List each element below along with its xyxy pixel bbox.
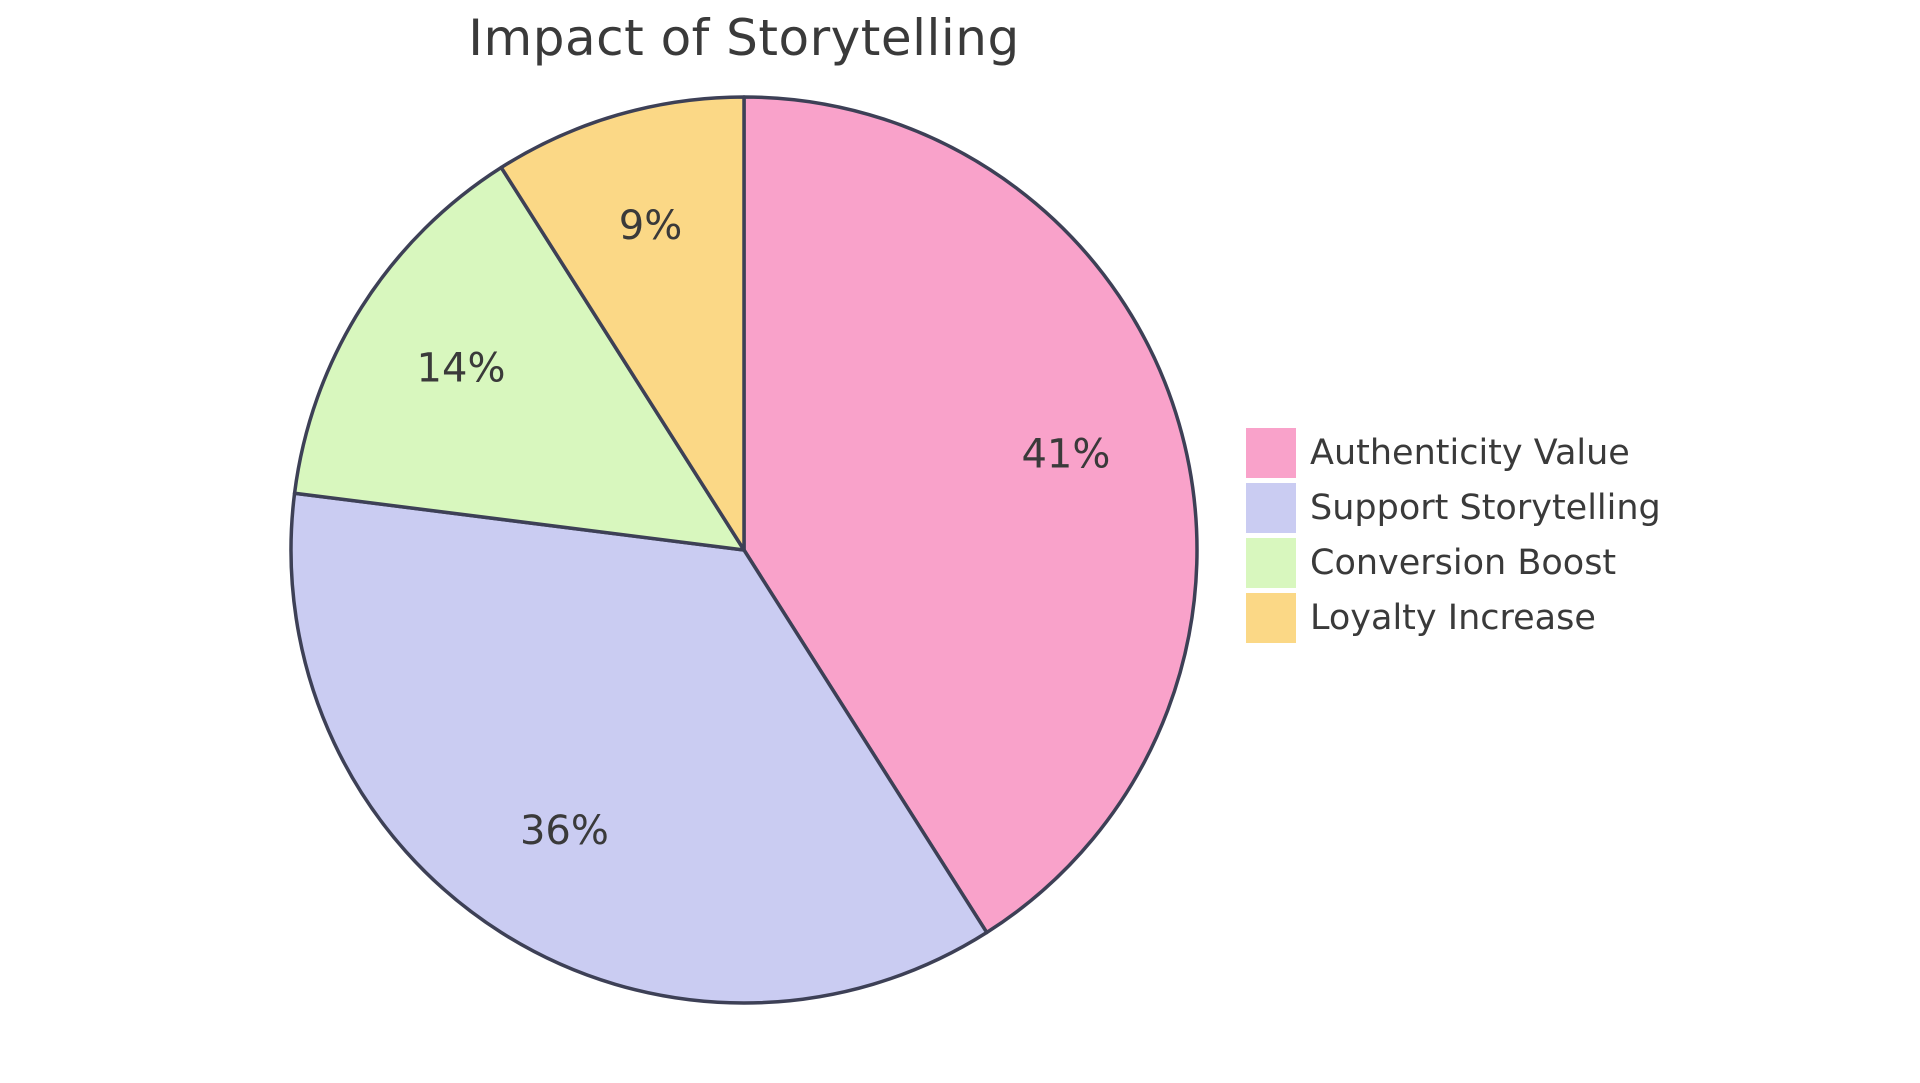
legend-item-authenticity-value[interactable]: Authenticity Value (1246, 428, 1661, 478)
pie-slice-label-support-storytelling: 36% (520, 808, 609, 854)
legend-item-loyalty-increase[interactable]: Loyalty Increase (1246, 593, 1661, 643)
legend-swatch-support-storytelling (1246, 483, 1296, 533)
pie-slice-loyalty-increase[interactable] (499, 95, 746, 552)
legend-item-support-storytelling[interactable]: Support Storytelling (1246, 483, 1661, 533)
legend-item-conversion-boost[interactable]: Conversion Boost (1246, 538, 1661, 588)
legend-swatch-conversion-boost (1246, 538, 1296, 588)
chart-title: Impact of Storytelling (468, 9, 1020, 67)
legend-swatch-loyalty-increase (1246, 593, 1296, 643)
pie-slice-label-conversion-boost: 14% (417, 345, 506, 391)
pie-slice-authenticity-value[interactable] (742, 95, 1199, 935)
pie-slice-label-loyalty-increase: 9% (619, 203, 682, 249)
pie-slice-conversion-boost[interactable] (292, 165, 746, 552)
legend-label: Authenticity Value (1310, 433, 1630, 473)
legend-label: Loyalty Increase (1310, 598, 1596, 638)
legend: Authenticity Value Support Storytelling … (1246, 428, 1661, 648)
legend-swatch-authenticity-value (1246, 428, 1296, 478)
pie-slice-label-authenticity-value: 41% (1021, 432, 1110, 478)
legend-label: Conversion Boost (1310, 543, 1617, 583)
legend-label: Support Storytelling (1310, 488, 1661, 528)
pie-slice-support-storytelling[interactable] (289, 491, 989, 1005)
